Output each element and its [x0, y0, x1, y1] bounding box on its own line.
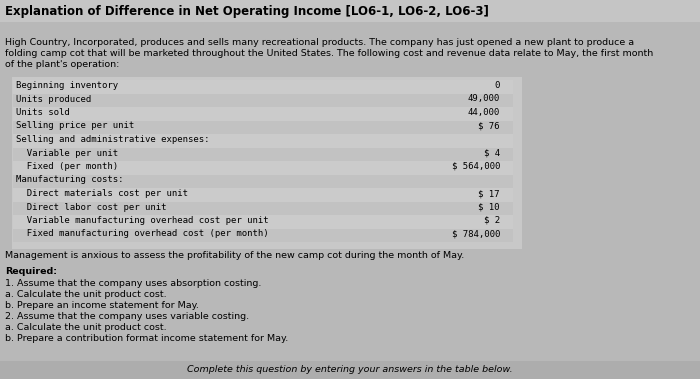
Text: $ 10: $ 10 — [479, 202, 500, 211]
Bar — [0, 361, 700, 379]
Text: a. Calculate the unit product cost.: a. Calculate the unit product cost. — [5, 290, 167, 299]
Text: b. Prepare a contribution format income statement for May.: b. Prepare a contribution format income … — [5, 334, 288, 343]
Text: Fixed manufacturing overhead cost (per month): Fixed manufacturing overhead cost (per m… — [16, 230, 269, 238]
Bar — [13, 94, 513, 107]
Text: Units sold: Units sold — [16, 108, 70, 117]
Text: folding camp cot that will be marketed throughout the United States. The followi: folding camp cot that will be marketed t… — [5, 49, 653, 58]
Text: Beginning inventory: Beginning inventory — [16, 81, 118, 90]
Text: 1. Assume that the company uses absorption costing.: 1. Assume that the company uses absorpti… — [5, 279, 261, 288]
Text: Management is anxious to assess the profitability of the new camp cot during the: Management is anxious to assess the prof… — [5, 251, 464, 260]
Bar — [13, 188, 513, 202]
Bar — [13, 202, 513, 215]
Text: Explanation of Difference in Net Operating Income [LO6-1, LO6-2, LO6-3]: Explanation of Difference in Net Operati… — [5, 5, 489, 17]
Text: b. Prepare an income statement for May.: b. Prepare an income statement for May. — [5, 301, 199, 310]
Bar — [13, 161, 513, 174]
Text: Units produced: Units produced — [16, 94, 91, 103]
Text: $ 564,000: $ 564,000 — [452, 162, 500, 171]
Text: Direct labor cost per unit: Direct labor cost per unit — [16, 202, 167, 211]
Text: Variable manufacturing overhead cost per unit: Variable manufacturing overhead cost per… — [16, 216, 269, 225]
Text: Fixed (per month): Fixed (per month) — [16, 162, 118, 171]
Bar — [13, 229, 513, 242]
Text: $ 17: $ 17 — [479, 189, 500, 198]
Text: $ 76: $ 76 — [479, 122, 500, 130]
Text: $ 784,000: $ 784,000 — [452, 230, 500, 238]
Bar — [13, 80, 513, 94]
Bar — [13, 215, 513, 229]
Bar — [13, 174, 513, 188]
Text: High Country, Incorporated, produces and sells many recreational products. The c: High Country, Incorporated, produces and… — [5, 38, 634, 47]
Text: 0: 0 — [495, 81, 500, 90]
Text: Variable per unit: Variable per unit — [16, 149, 118, 158]
Bar — [13, 134, 513, 147]
Text: of the plant's operation:: of the plant's operation: — [5, 60, 120, 69]
Bar — [13, 147, 513, 161]
Bar — [13, 107, 513, 121]
Bar — [13, 121, 513, 134]
Text: Selling and administrative expenses:: Selling and administrative expenses: — [16, 135, 209, 144]
Text: Required:: Required: — [5, 267, 57, 276]
Bar — [0, 0, 700, 22]
Text: 49,000: 49,000 — [468, 94, 500, 103]
Text: Selling price per unit: Selling price per unit — [16, 122, 134, 130]
Text: Complete this question by entering your answers in the table below.: Complete this question by entering your … — [187, 365, 513, 374]
Text: Direct materials cost per unit: Direct materials cost per unit — [16, 189, 188, 198]
Text: Manufacturing costs:: Manufacturing costs: — [16, 175, 123, 185]
Text: $ 2: $ 2 — [484, 216, 500, 225]
Text: 44,000: 44,000 — [468, 108, 500, 117]
Text: $ 4: $ 4 — [484, 149, 500, 158]
Text: a. Calculate the unit product cost.: a. Calculate the unit product cost. — [5, 323, 167, 332]
Bar — [12, 77, 522, 249]
Text: 2. Assume that the company uses variable costing.: 2. Assume that the company uses variable… — [5, 312, 249, 321]
